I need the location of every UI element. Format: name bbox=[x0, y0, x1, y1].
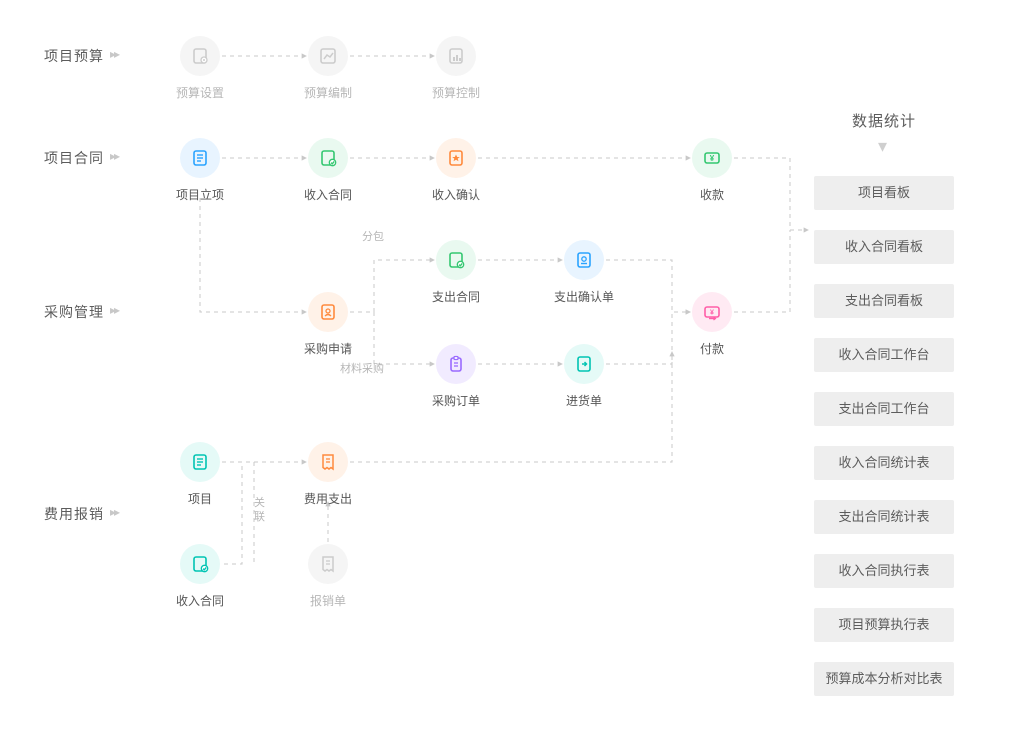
node-icon-preq bbox=[308, 292, 348, 332]
node-icon-outconf bbox=[564, 240, 604, 280]
node-caption-porder: 采购订单 bbox=[426, 392, 486, 409]
node-caption-inconf: 收入确认 bbox=[426, 186, 486, 203]
node-icon-ereimb bbox=[308, 544, 348, 584]
section-arrow-purchase: ▸▸ bbox=[110, 303, 118, 317]
node-recv[interactable]: ¥ 收款 bbox=[682, 138, 742, 203]
node-goods[interactable]: 进货单 bbox=[554, 344, 614, 409]
stats-button-0[interactable]: 项目看板 bbox=[814, 176, 954, 210]
stats-button-8[interactable]: 项目预算执行表 bbox=[814, 608, 954, 642]
section-arrow-budget: ▸▸ bbox=[110, 47, 118, 61]
stats-button-5[interactable]: 收入合同统计表 bbox=[814, 446, 954, 480]
node-caption-ereimb: 报销单 bbox=[298, 592, 358, 609]
section-label-purchase: 采购管理 bbox=[44, 302, 104, 322]
node-porder[interactable]: 采购订单 bbox=[426, 344, 486, 409]
node-icon-porder bbox=[436, 344, 476, 384]
node-ereimb[interactable]: 报销单 bbox=[298, 544, 358, 609]
node-caption-pay: 付款 bbox=[682, 340, 742, 357]
node-caption-bctrl: 预算控制 bbox=[426, 84, 486, 101]
node-outconf[interactable]: 支出确认单 bbox=[554, 240, 614, 305]
section-label-contract: 项目合同 bbox=[44, 148, 104, 168]
node-icon-bmake bbox=[308, 36, 348, 76]
mini-label-sub: 分包 bbox=[362, 228, 384, 244]
stats-title: 数据统计 bbox=[852, 110, 916, 131]
node-caption-outcont: 支出合同 bbox=[426, 288, 486, 305]
stats-button-2[interactable]: 支出合同看板 bbox=[814, 284, 954, 318]
stats-down-icon: ▾ bbox=[878, 136, 887, 157]
node-icon-inconf bbox=[436, 138, 476, 178]
node-pay[interactable]: ¥ 付款 bbox=[682, 292, 742, 357]
node-caption-outconf: 支出确认单 bbox=[554, 288, 614, 305]
node-bmake[interactable]: 预算编制 bbox=[298, 36, 358, 101]
node-caption-eincont: 收入合同 bbox=[170, 592, 230, 609]
section-label-expense: 费用报销 bbox=[44, 504, 104, 524]
stats-button-6[interactable]: 支出合同统计表 bbox=[814, 500, 954, 534]
node-caption-proj: 项目立项 bbox=[170, 186, 230, 203]
diagram-stage: 项目预算 ▸▸ 项目合同 ▸▸ 采购管理 ▸▸ 费用报销 ▸▸ 预算设置 预算编制 预算控制项目立项… bbox=[0, 0, 1013, 746]
node-eincont[interactable]: 收入合同 bbox=[170, 544, 230, 609]
node-eproj[interactable]: 项目 bbox=[170, 442, 230, 507]
node-caption-incont: 收入合同 bbox=[298, 186, 358, 203]
stats-button-1[interactable]: 收入合同看板 bbox=[814, 230, 954, 264]
node-caption-eexp: 费用支出 bbox=[298, 490, 358, 507]
mini-label-mat: 材料采购 bbox=[340, 360, 384, 376]
node-outcont[interactable]: 支出合同 bbox=[426, 240, 486, 305]
node-caption-goods: 进货单 bbox=[554, 392, 614, 409]
node-icon-bctrl bbox=[436, 36, 476, 76]
node-icon-bset bbox=[180, 36, 220, 76]
node-icon-eexp bbox=[308, 442, 348, 482]
section-label-budget: 项目预算 bbox=[44, 46, 104, 66]
node-bctrl[interactable]: 预算控制 bbox=[426, 36, 486, 101]
node-icon-recv: ¥ bbox=[692, 138, 732, 178]
stats-button-3[interactable]: 收入合同工作台 bbox=[814, 338, 954, 372]
node-icon-outcont bbox=[436, 240, 476, 280]
stats-button-7[interactable]: 收入合同执行表 bbox=[814, 554, 954, 588]
node-icon-proj bbox=[180, 138, 220, 178]
node-incont[interactable]: 收入合同 bbox=[298, 138, 358, 203]
node-caption-bmake: 预算编制 bbox=[298, 84, 358, 101]
section-arrow-contract: ▸▸ bbox=[110, 149, 118, 163]
node-eexp[interactable]: 费用支出 bbox=[298, 442, 358, 507]
node-icon-pay: ¥ bbox=[692, 292, 732, 332]
node-icon-goods bbox=[564, 344, 604, 384]
stats-button-9[interactable]: 预算成本分析对比表 bbox=[814, 662, 954, 696]
node-inconf[interactable]: 收入确认 bbox=[426, 138, 486, 203]
node-icon-eproj bbox=[180, 442, 220, 482]
node-preq[interactable]: 采购申请 bbox=[298, 292, 358, 357]
node-caption-bset: 预算设置 bbox=[170, 84, 230, 101]
node-caption-eproj: 项目 bbox=[170, 490, 230, 507]
mini-label-rel: 关联 bbox=[254, 496, 265, 524]
node-caption-recv: 收款 bbox=[682, 186, 742, 203]
svg-text:¥: ¥ bbox=[710, 310, 714, 317]
node-icon-incont bbox=[308, 138, 348, 178]
svg-text:¥: ¥ bbox=[710, 154, 715, 163]
node-proj[interactable]: 项目立项 bbox=[170, 138, 230, 203]
stats-button-4[interactable]: 支出合同工作台 bbox=[814, 392, 954, 426]
node-bset[interactable]: 预算设置 bbox=[170, 36, 230, 101]
node-icon-eincont bbox=[180, 544, 220, 584]
section-arrow-expense: ▸▸ bbox=[110, 505, 118, 519]
node-caption-preq: 采购申请 bbox=[298, 340, 358, 357]
